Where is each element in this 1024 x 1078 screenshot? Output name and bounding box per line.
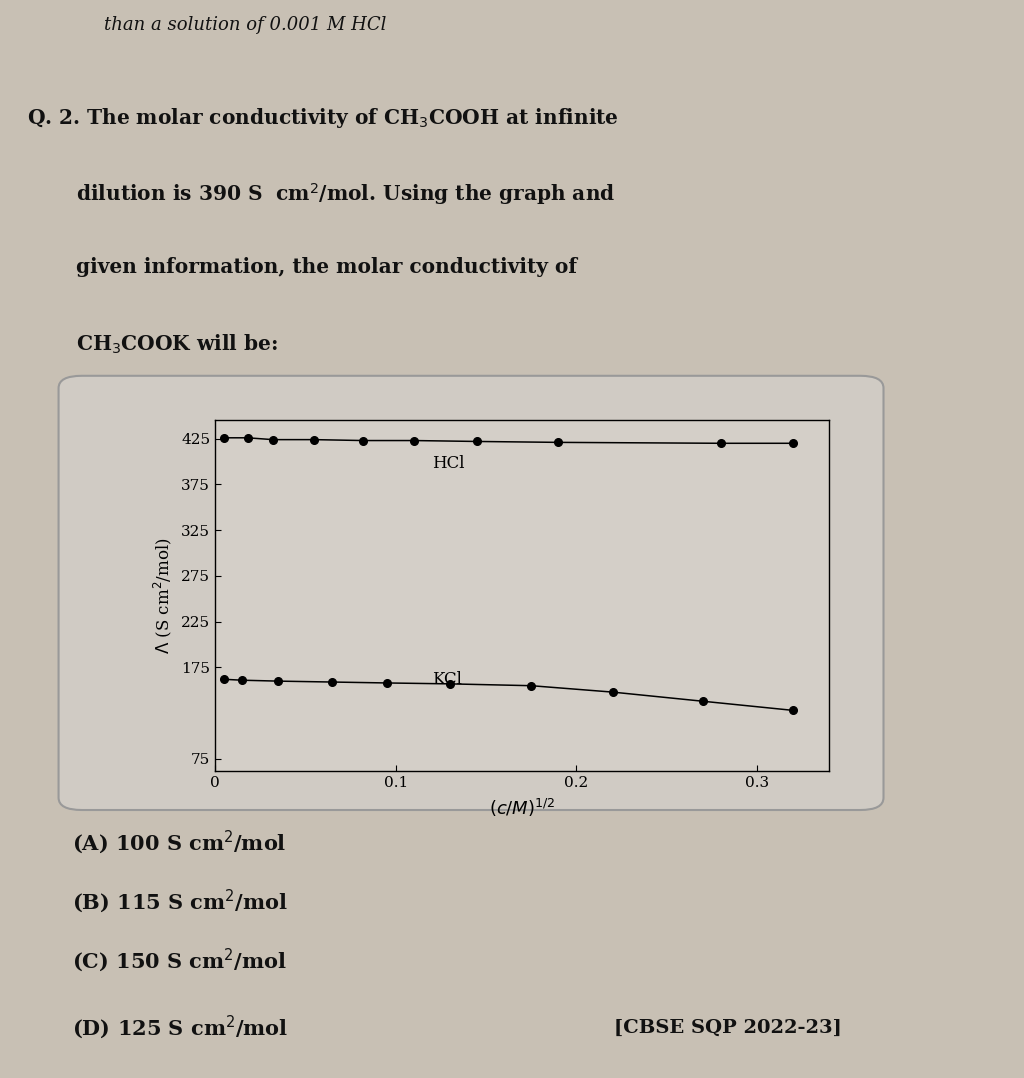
Text: given information, the molar conductivity of: given information, the molar conductivit… [27, 257, 578, 277]
Text: KCl: KCl [432, 672, 462, 688]
Text: than a solution of 0.001 M HCl: than a solution of 0.001 M HCl [104, 16, 387, 34]
Text: (B) 115 S cm$^2$/mol: (B) 115 S cm$^2$/mol [72, 887, 288, 915]
Text: Q. 2. The molar conductivity of CH$_3$COOH at infinite: Q. 2. The molar conductivity of CH$_3$CO… [27, 106, 618, 130]
Text: dilution is 390 S  cm$^2$/mol. Using the graph and: dilution is 390 S cm$^2$/mol. Using the … [27, 181, 615, 207]
Text: CH$_3$COOK will be:: CH$_3$COOK will be: [27, 332, 279, 356]
Y-axis label: $\Lambda$ (S cm$^2$/mol): $\Lambda$ (S cm$^2$/mol) [152, 537, 174, 654]
X-axis label: $(c/M)^{1/2}$: $(c/M)^{1/2}$ [489, 797, 555, 818]
Text: [CBSE SQP 2022-23]: [CBSE SQP 2022-23] [614, 1019, 843, 1037]
Text: (D) 125 S cm$^2$/mol: (D) 125 S cm$^2$/mol [72, 1013, 288, 1041]
Text: (C) 150 S cm$^2$/mol: (C) 150 S cm$^2$/mol [72, 946, 287, 975]
FancyBboxPatch shape [58, 376, 884, 810]
Text: (A) 100 S cm$^2$/mol: (A) 100 S cm$^2$/mol [72, 829, 286, 856]
Text: HCl: HCl [432, 455, 465, 472]
